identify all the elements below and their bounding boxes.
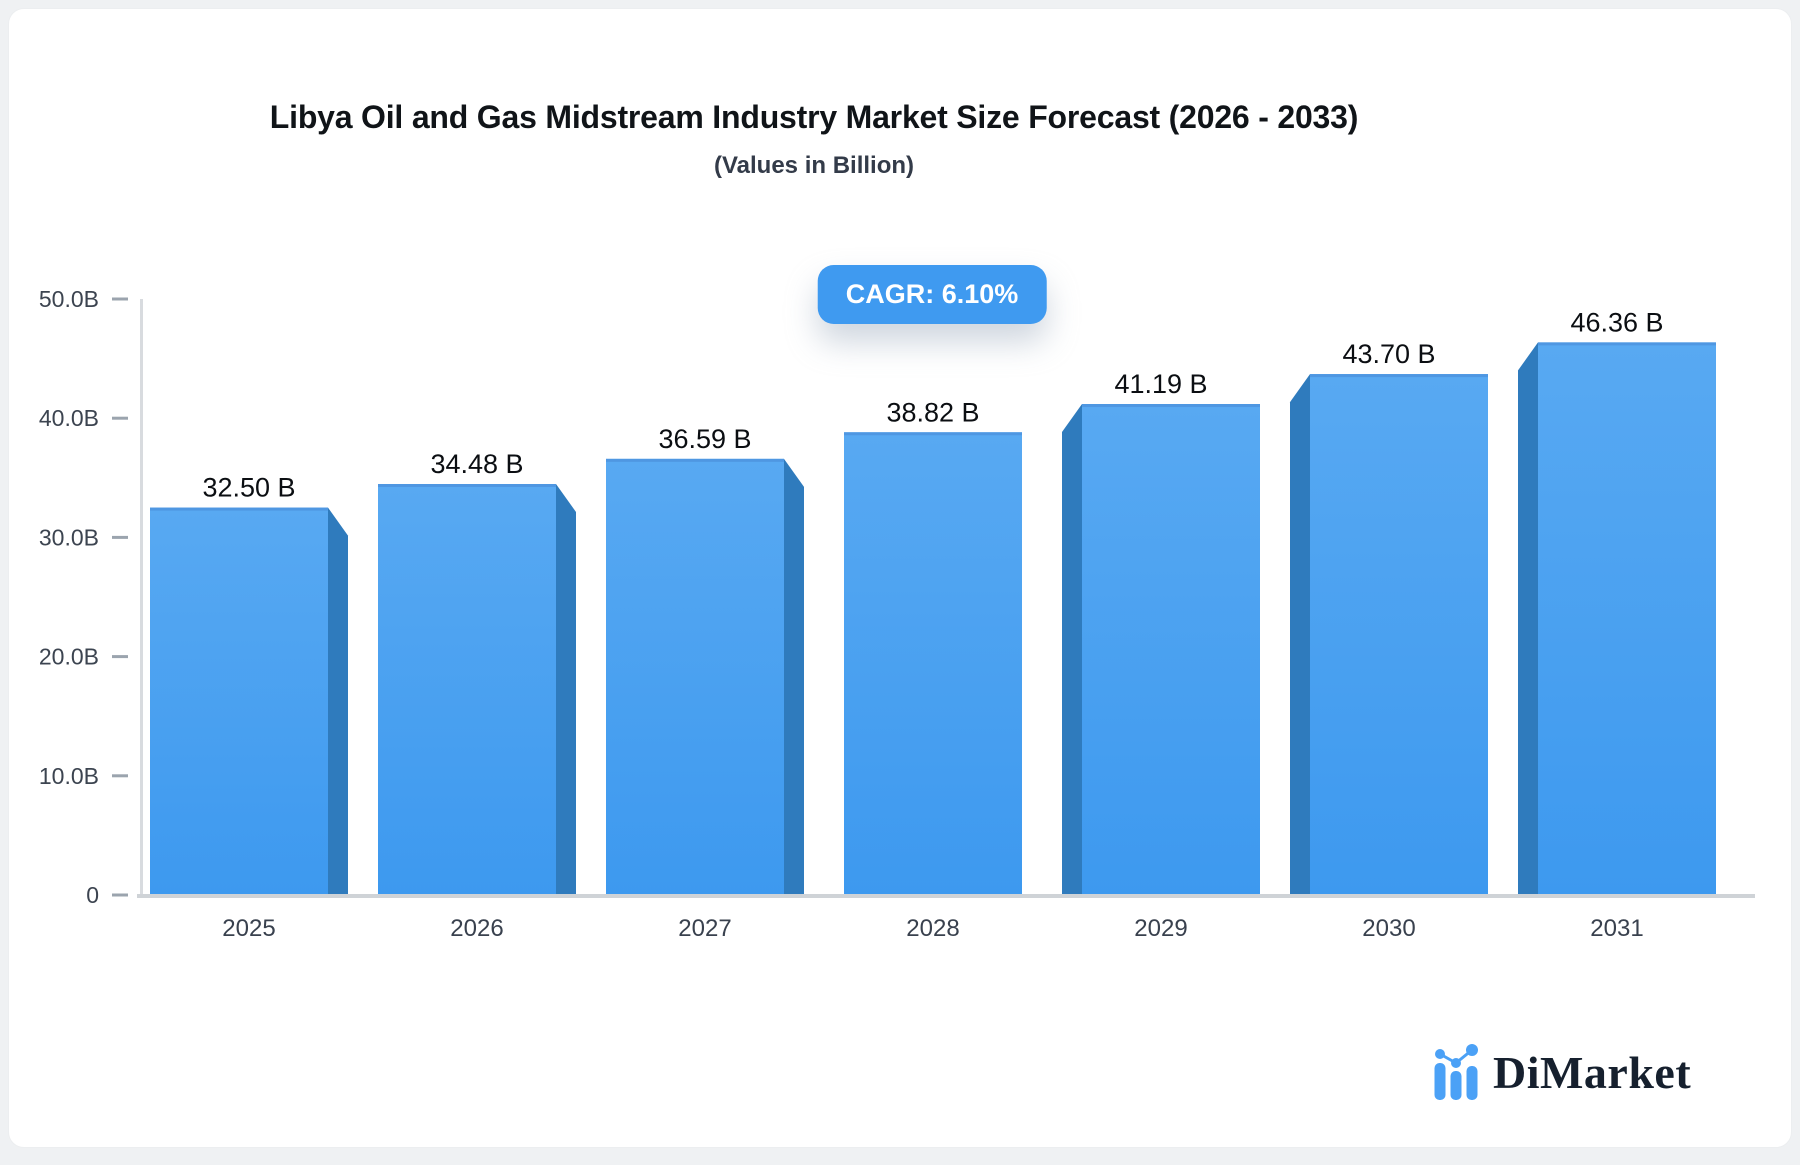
bar-top-edge (844, 432, 1022, 435)
y-axis-tick-label: 10.0B (39, 763, 99, 789)
bar-side-face (1062, 404, 1082, 894)
y-axis-tick-label: 50.0B (39, 286, 99, 312)
y-axis-tick-label: 20.0B (39, 644, 99, 670)
bar-top-edge (378, 484, 556, 487)
bar-chart-with-trend-icon (1433, 1043, 1479, 1101)
bar-top-edge (1082, 404, 1260, 407)
x-axis-label: 2026 (450, 915, 503, 942)
x-axis-label: 2028 (906, 915, 959, 942)
x-axis-label: 2027 (678, 915, 731, 942)
bar-top-edge (1538, 342, 1716, 345)
x-axis-label: 2031 (1590, 915, 1643, 942)
bar-side-face (1290, 374, 1310, 894)
logo-text: DiMarket (1493, 1046, 1691, 1099)
bar-value-label: 46.36 B (1570, 307, 1663, 337)
bar-chart: 50.0B 40.0B 30.0B 20.0B 10.0B 0 32.50 B 2025 34.… (9, 9, 1800, 1165)
bar (150, 508, 328, 894)
bar-side-face (328, 508, 348, 894)
bar-value-label: 43.70 B (1342, 339, 1435, 369)
bar-side-face (784, 459, 804, 894)
bar-top-edge (150, 508, 328, 511)
y-axis-tick-label: 40.0B (39, 405, 99, 431)
x-axis-label: 2030 (1362, 915, 1415, 942)
bar-side-face (556, 484, 576, 894)
x-axis-label: 2029 (1134, 915, 1187, 942)
bar (378, 484, 556, 894)
bar-top-edge (606, 459, 784, 462)
bar (1538, 342, 1716, 894)
bar (844, 432, 1022, 894)
y-axis-tick-label: 0 (86, 882, 99, 908)
bar (1082, 404, 1260, 894)
bar-value-label: 36.59 B (658, 424, 751, 454)
bar (606, 459, 784, 894)
bar (1310, 374, 1488, 894)
dimarket-logo: DiMarket (1433, 1043, 1691, 1101)
bar-top-edge (1310, 374, 1488, 377)
chart-card: Libya Oil and Gas Midstream Industry Mar… (8, 8, 1792, 1148)
x-axis-label: 2025 (222, 915, 275, 942)
bar-value-label: 38.82 B (886, 397, 979, 427)
y-axis-tick-label: 30.0B (39, 524, 99, 550)
bar-value-label: 32.50 B (202, 473, 295, 503)
bar-side-face (1518, 342, 1538, 894)
bar-value-label: 41.19 B (1114, 369, 1207, 399)
bar-value-label: 34.48 B (430, 449, 523, 479)
